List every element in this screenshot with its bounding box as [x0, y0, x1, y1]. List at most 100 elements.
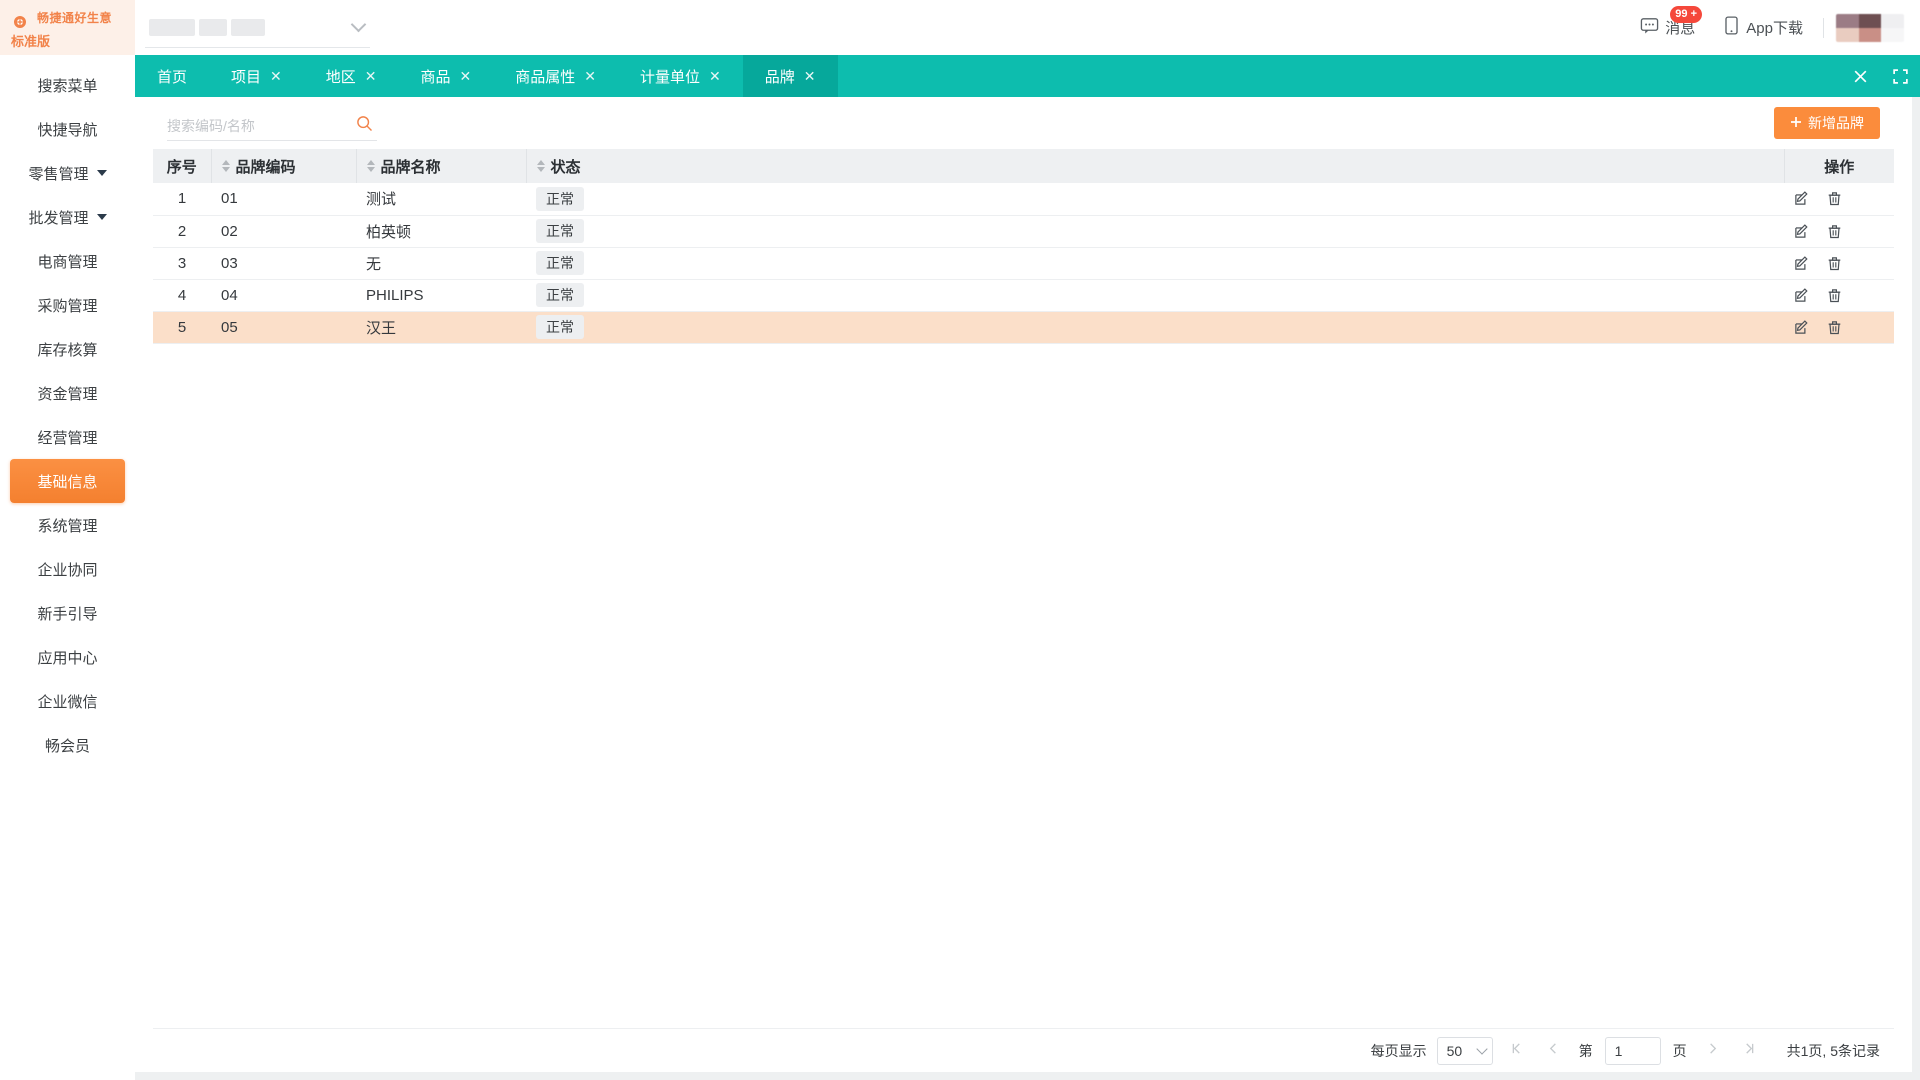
tab-5[interactable]: 计量单位 ✕: [618, 55, 743, 97]
sidebar-item-14[interactable]: 企业微信: [0, 679, 135, 723]
sidebar-item-13[interactable]: 应用中心: [0, 635, 135, 679]
edit-icon[interactable]: [1794, 319, 1809, 335]
cell-brand-name: 汉王: [356, 311, 526, 344]
sidebar-item-15[interactable]: 畅会员: [0, 723, 135, 767]
column-header-3[interactable]: 状态: [526, 149, 1785, 183]
sidebar-item-3[interactable]: 批发管理: [0, 195, 135, 239]
next-page-icon[interactable]: [1699, 1042, 1726, 1059]
tab-close-icon[interactable]: ✕: [584, 68, 597, 84]
sidebar-item-4[interactable]: 电商管理: [0, 239, 135, 283]
cell-brand-code: 03: [211, 247, 356, 280]
content-toolbar: 新增品牌: [135, 97, 1912, 149]
sidebar-item-2[interactable]: 零售管理: [0, 151, 135, 195]
cell-brand-code: 01: [211, 183, 356, 216]
tab-1[interactable]: 项目 ✕: [209, 55, 304, 97]
sidebar-item-0[interactable]: 搜索菜单: [0, 63, 135, 107]
prev-page-icon[interactable]: [1540, 1042, 1567, 1059]
sidebar-item-label: 企业协同: [37, 561, 98, 579]
last-page-icon[interactable]: [1736, 1042, 1763, 1059]
table-row[interactable]: 5 05 汉王 正常: [153, 311, 1894, 344]
edit-icon[interactable]: [1794, 255, 1809, 271]
column-header-label: 序号: [166, 158, 197, 176]
organization-selector[interactable]: [145, 8, 370, 48]
search-icon[interactable]: [356, 115, 373, 137]
tab-6[interactable]: 品牌 ✕: [742, 55, 838, 97]
cell-sequence: 3: [153, 247, 211, 280]
sidebar-item-1[interactable]: 快捷导航: [0, 107, 135, 151]
tab-close-icon[interactable]: ✕: [709, 68, 721, 84]
add-brand-button[interactable]: 新增品牌: [1774, 107, 1880, 139]
cell-brand-name: 无: [356, 247, 526, 280]
tab-close-icon[interactable]: ✕: [459, 68, 472, 84]
mobile-phone-icon: [1723, 16, 1740, 39]
tab-label: 商品: [420, 68, 451, 86]
sidebar-item-10[interactable]: 系统管理: [0, 503, 135, 547]
column-header-label: 品牌编码: [235, 158, 296, 176]
sidebar-item-8[interactable]: 经营管理: [0, 415, 135, 459]
product-logo[interactable]: 畅捷通好生意 标准版: [0, 0, 135, 55]
tab-label: 计量单位: [640, 68, 701, 86]
sidebar-item-label: 批发管理: [28, 209, 89, 227]
app-download-button[interactable]: App下载: [1709, 0, 1817, 55]
column-header-1[interactable]: 品牌编码: [211, 149, 357, 183]
delete-icon[interactable]: [1827, 256, 1842, 271]
sidebar-item-5[interactable]: 采购管理: [0, 283, 135, 327]
edit-icon[interactable]: [1794, 287, 1809, 303]
table-header-row: 序号 品牌编码 品牌名称 状态 操作: [153, 149, 1894, 183]
tab-2[interactable]: 地区 ✕: [304, 55, 399, 97]
first-page-icon[interactable]: [1503, 1042, 1530, 1059]
messages-button[interactable]: 消息 99 +: [1626, 0, 1709, 55]
sort-toggle-icon[interactable]: [221, 160, 230, 172]
delete-icon[interactable]: [1827, 191, 1842, 206]
status-badge: 正常: [536, 251, 584, 275]
user-avatar[interactable]: [1836, 13, 1904, 42]
sidebar-item-label: 系统管理: [37, 517, 98, 535]
close-icon[interactable]: [1840, 55, 1880, 97]
page-size-select[interactable]: 50: [1436, 1036, 1493, 1065]
sidebar-item-11[interactable]: 企业协同: [0, 547, 135, 591]
cell-status: 正常: [526, 279, 1784, 312]
sidebar-item-6[interactable]: 库存核算: [0, 327, 135, 371]
row-action-group: [1794, 287, 1884, 303]
tab-4[interactable]: 商品属性 ✕: [493, 55, 618, 97]
cell-actions: [1784, 215, 1894, 248]
cell-sequence: 2: [153, 215, 211, 248]
cell-actions: [1784, 311, 1894, 344]
sidebar-item-7[interactable]: 资金管理: [0, 371, 135, 415]
tab-3[interactable]: 商品 ✕: [399, 55, 494, 97]
app-download-label: App下载: [1746, 20, 1803, 37]
search-box[interactable]: [167, 111, 377, 141]
cell-status: 正常: [526, 183, 1784, 216]
column-header-2[interactable]: 品牌名称: [356, 149, 527, 183]
edit-icon[interactable]: [1794, 191, 1809, 206]
sidebar-item-9[interactable]: 基础信息: [10, 459, 125, 503]
sidebar-item-label: 资金管理: [37, 385, 98, 403]
delete-icon[interactable]: [1827, 320, 1842, 335]
cell-actions: [1784, 183, 1894, 216]
table-row[interactable]: 3 03 无正常: [153, 247, 1894, 280]
sidebar-item-label: 基础信息: [37, 473, 98, 491]
cell-status: 正常: [526, 215, 1784, 248]
table-row[interactable]: 2 02 柏英顿 正常: [153, 215, 1894, 248]
sort-toggle-icon[interactable]: [366, 160, 375, 172]
tab-close-icon[interactable]: ✕: [803, 68, 816, 84]
tab-label: 项目: [231, 68, 262, 86]
tab-0[interactable]: 首页: [135, 55, 209, 97]
cell-actions: [1784, 279, 1894, 312]
delete-icon[interactable]: [1827, 288, 1842, 303]
tab-close-icon[interactable]: ✕: [270, 68, 282, 84]
page-number-input[interactable]: 1: [1604, 1036, 1661, 1065]
sort-toggle-icon[interactable]: [536, 160, 545, 172]
sidebar-item-12[interactable]: 新手引导: [0, 591, 135, 635]
messages-badge: 99 +: [1670, 6, 1702, 23]
table-row[interactable]: 4 04 PHILIPS 正常: [153, 279, 1894, 312]
window-controls: [1840, 55, 1920, 97]
delete-icon[interactable]: [1827, 224, 1842, 239]
column-header-inner: 序号: [163, 156, 201, 177]
edit-icon[interactable]: [1794, 223, 1809, 239]
table-row[interactable]: 1 01 测试 正常: [153, 183, 1894, 216]
fullscreen-icon[interactable]: [1880, 55, 1920, 97]
search-input[interactable]: [167, 117, 337, 134]
tab-close-icon[interactable]: ✕: [364, 68, 377, 84]
toolbar-divider: [1823, 17, 1824, 38]
